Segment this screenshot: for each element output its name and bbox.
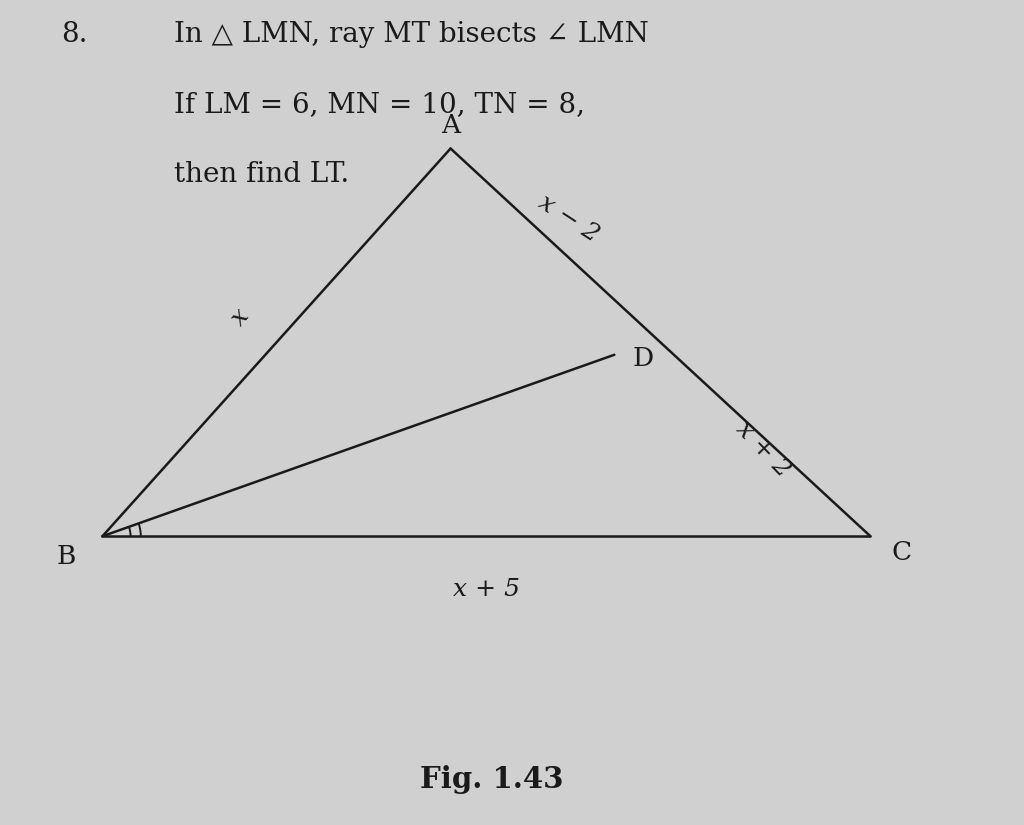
Text: D: D — [633, 346, 653, 371]
Text: x − 2: x − 2 — [534, 191, 603, 247]
Text: 8.: 8. — [61, 21, 88, 48]
Text: x + 5: x + 5 — [453, 578, 520, 601]
Text: x + 2: x + 2 — [731, 417, 795, 482]
Text: x: x — [227, 304, 254, 331]
Text: If LM = 6, MN = 10, TN = 8,: If LM = 6, MN = 10, TN = 8, — [174, 91, 585, 118]
Text: then find LT.: then find LT. — [174, 161, 349, 188]
Text: Fig. 1.43: Fig. 1.43 — [420, 765, 563, 794]
Text: In △ LMN, ray MT bisects ∠ LMN: In △ LMN, ray MT bisects ∠ LMN — [174, 21, 649, 48]
Text: C: C — [891, 540, 911, 565]
Text: A: A — [441, 113, 460, 138]
Text: B: B — [57, 544, 76, 569]
